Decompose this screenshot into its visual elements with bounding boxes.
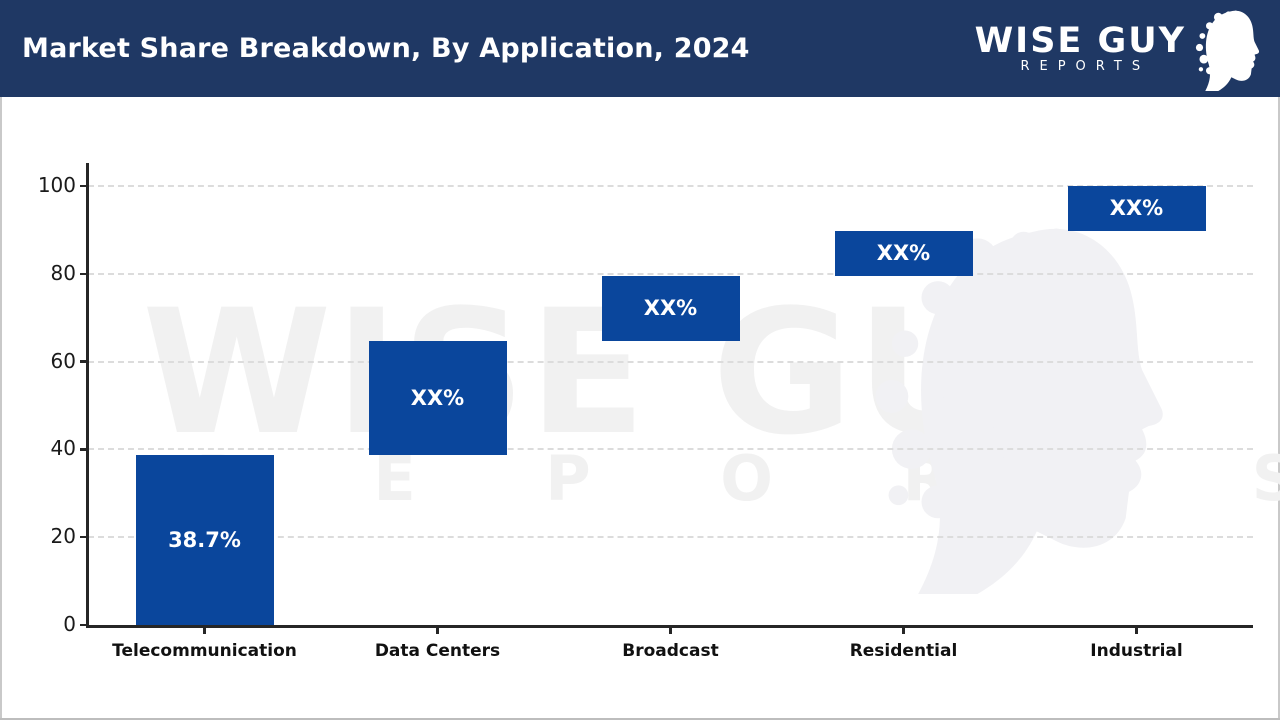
y-tick-label-0: 0 <box>63 612 76 636</box>
y-tick-mark-100 <box>80 184 88 188</box>
bar-value-label-broadcast: XX% <box>643 296 698 321</box>
page-border-bottom <box>0 718 1280 720</box>
y-axis-spine <box>86 163 89 627</box>
x-category-label-residential: Residential <box>849 641 958 661</box>
wise-guy-reports-logo: WISE GUY REPORTS <box>975 7 1266 91</box>
x-tick-mark-telecommunication <box>203 627 206 634</box>
x-axis-spine <box>86 625 1253 628</box>
x-category-label-data-centers: Data Centers <box>374 641 501 661</box>
bar-data-centers: XX% <box>368 340 507 456</box>
gridline-80 <box>88 272 1253 275</box>
y-tick-label-100: 100 <box>37 173 76 197</box>
gridline-40 <box>88 448 1253 451</box>
x-category-label-broadcast: Broadcast <box>622 641 719 661</box>
x-tick-mark-data-centers <box>436 627 439 634</box>
header-band: Market Share Breakdown, By Application, … <box>0 0 1280 97</box>
logo-text: WISE GUY REPORTS <box>975 23 1186 74</box>
logo-head-icon <box>1195 10 1260 91</box>
logo-reports-label: REPORTS <box>1020 58 1151 74</box>
bar-value-label-telecommunication: 38.7% <box>168 528 241 553</box>
x-category-label-industrial: Industrial <box>1090 641 1183 661</box>
gridline-20 <box>88 536 1253 539</box>
bar-value-label-industrial: XX% <box>1109 196 1164 221</box>
y-tick-mark-0 <box>80 623 88 627</box>
chart-title: Market Share Breakdown, By Application, … <box>22 33 750 64</box>
y-tick-mark-20 <box>80 535 88 539</box>
bar-value-label-data-centers: XX% <box>410 386 465 411</box>
x-tick-mark-industrial <box>1135 627 1138 634</box>
y-tick-mark-60 <box>80 360 88 363</box>
x-category-label-telecommunication: Telecommunication <box>112 641 297 661</box>
x-tick-mark-residential <box>902 627 905 634</box>
y-tick-mark-80 <box>80 272 88 276</box>
bar-telecommunication: 38.7% <box>135 455 274 625</box>
gridline-60 <box>88 360 1253 363</box>
logo-wiseguy-label: WISE GUY <box>974 20 1186 61</box>
bar-broadcast: XX% <box>601 275 740 341</box>
y-tick-label-40: 40 <box>50 436 76 461</box>
y-tick-label-20: 20 <box>50 524 76 549</box>
x-tick-mark-broadcast <box>669 627 672 634</box>
page-border-right <box>1278 97 1280 720</box>
watermark-head-icon <box>875 228 1163 594</box>
y-tick-label-60: 60 <box>50 348 76 373</box>
bar-residential: XX% <box>834 230 973 276</box>
gridline-100 <box>88 185 1253 187</box>
bar-value-label-residential: XX% <box>876 241 931 266</box>
y-tick-label-80: 80 <box>50 260 76 285</box>
bar-industrial: XX% <box>1067 186 1206 231</box>
page-border-left <box>0 97 2 720</box>
y-tick-mark-40 <box>80 448 88 451</box>
